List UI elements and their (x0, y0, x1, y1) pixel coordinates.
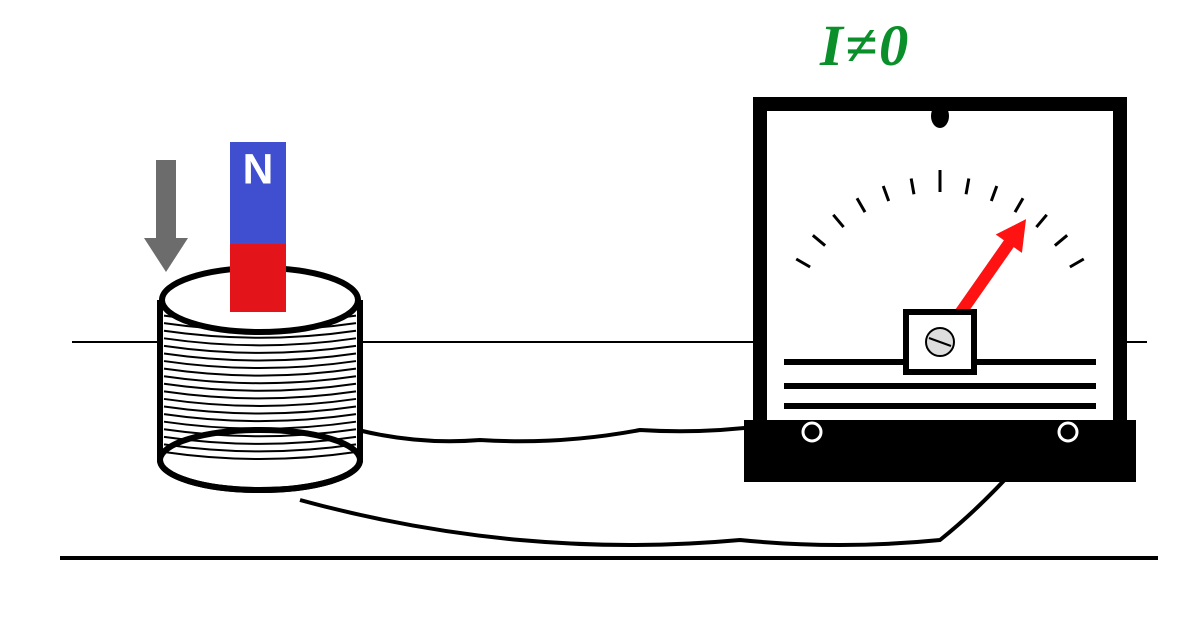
motion-arrow (144, 160, 188, 272)
wire-top (358, 420, 800, 441)
equation-label: I≠0 (820, 12, 910, 79)
galv-body (760, 104, 1120, 430)
magnet-south (230, 244, 286, 312)
bar-magnet: N (230, 142, 286, 312)
galvanometer (744, 104, 1136, 482)
galv-rivet (931, 104, 949, 128)
scene-svg: N (0, 0, 1200, 618)
magnet-label: N (243, 145, 274, 193)
diagram-stage: I≠0 N (0, 0, 1200, 618)
